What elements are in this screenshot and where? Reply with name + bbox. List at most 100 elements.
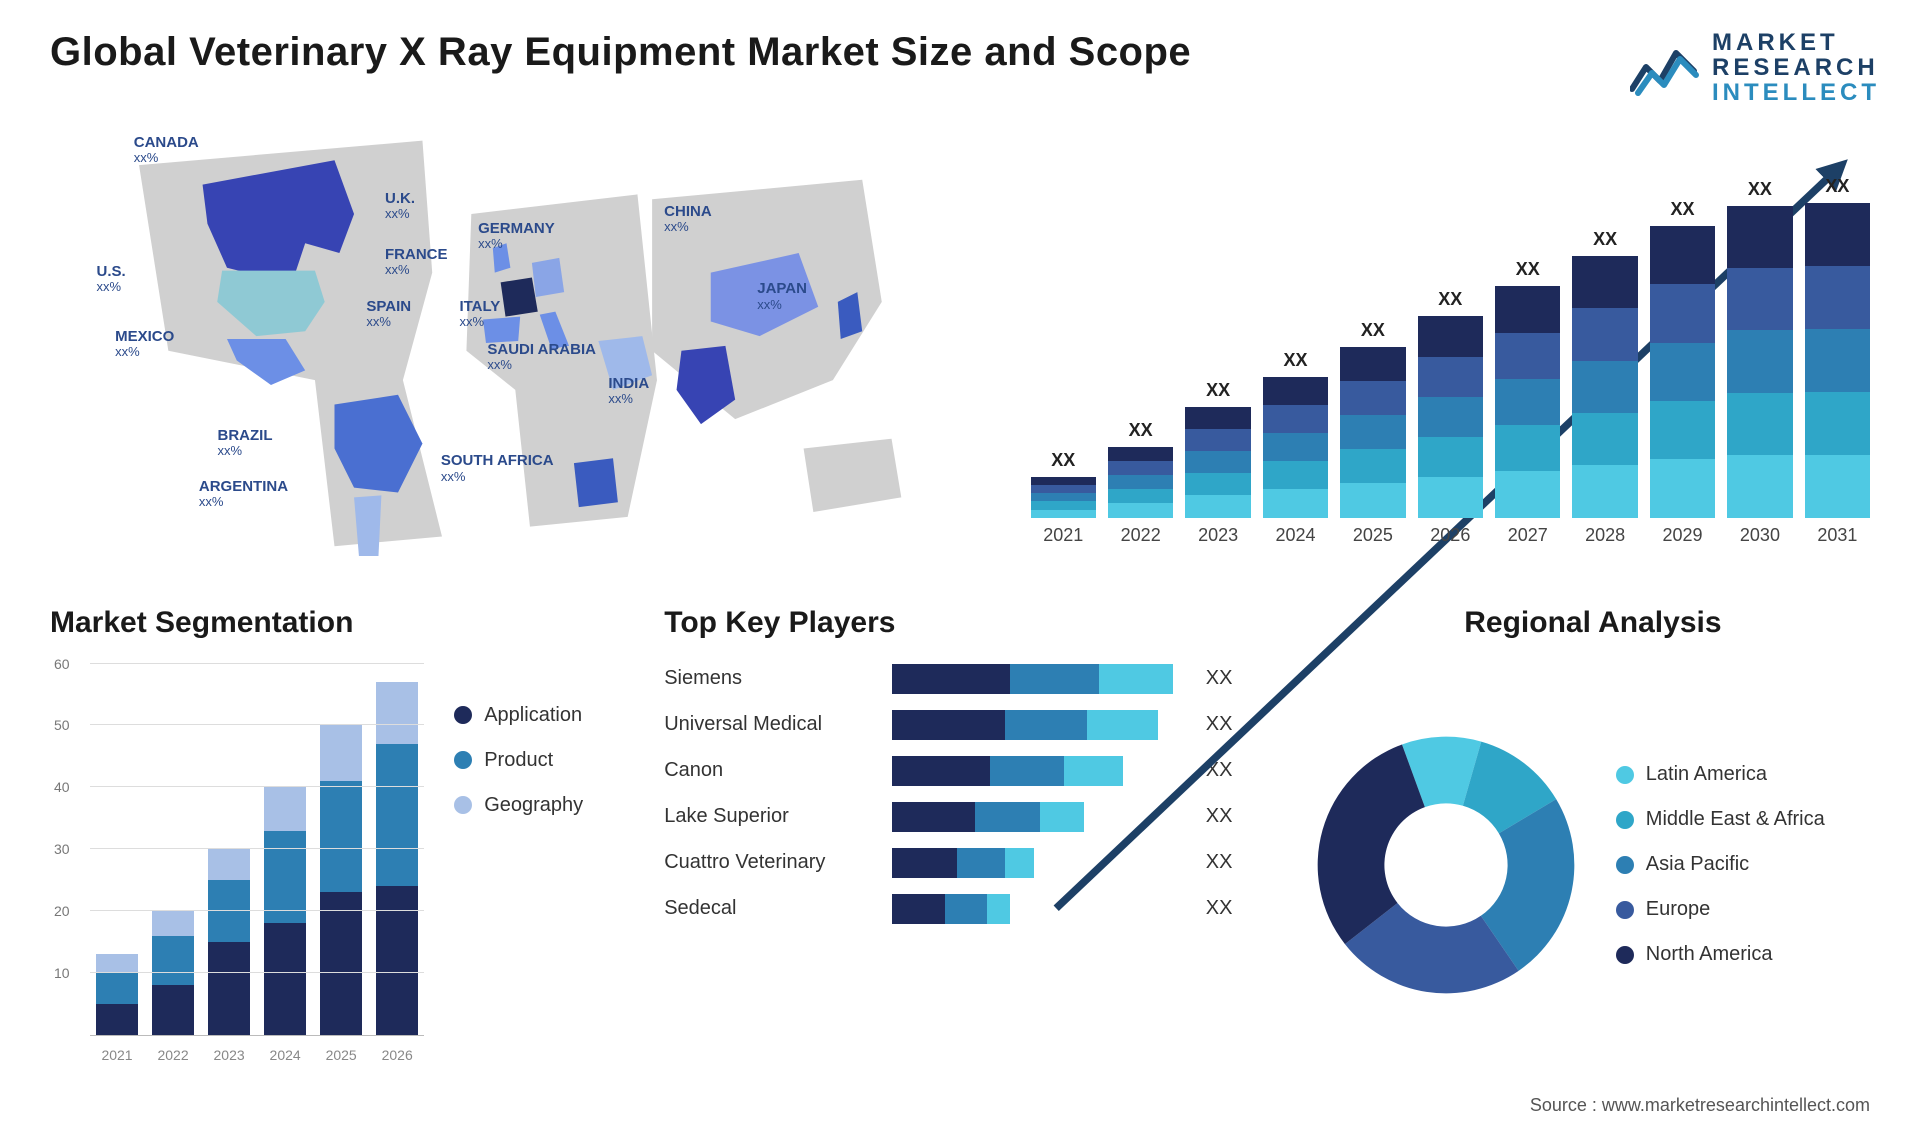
key-player-name: Cuattro Veterinary xyxy=(664,851,874,874)
logo-mark-icon xyxy=(1630,39,1700,97)
map-region-india xyxy=(677,345,736,423)
growth-bar: XX2028 xyxy=(1572,176,1637,518)
growth-bar-segment xyxy=(1495,286,1560,332)
bottom-row: Market Segmentation 20212022202320242025… xyxy=(50,606,1880,1066)
growth-bar-segment xyxy=(1031,493,1096,501)
key-player-value: XX xyxy=(1206,713,1256,736)
top-row: CANADAxx%U.S.xx%MEXICOxx%BRAZILxx%ARGENT… xyxy=(50,126,1880,556)
seg-bar-segment xyxy=(152,911,194,936)
legend-item: Product xyxy=(454,749,624,772)
legend-swatch-icon xyxy=(1616,946,1634,964)
growth-bar-segment xyxy=(1031,510,1096,518)
seg-x-label: 2022 xyxy=(152,1047,194,1063)
seg-bar-segment xyxy=(376,886,418,1034)
growth-x-label: 2022 xyxy=(1108,525,1173,546)
key-player-value: XX xyxy=(1206,667,1256,690)
seg-bar: 2025 xyxy=(320,664,362,1035)
growth-bar-segment xyxy=(1418,316,1483,356)
key-players-panel: Top Key Players SiemensXXUniversal Medic… xyxy=(664,606,1266,1066)
gridline: 40 xyxy=(90,786,424,787)
segmentation-chart: 202120222023202420252026 102030405060 xyxy=(50,664,424,1066)
growth-bar-segment xyxy=(1340,415,1405,449)
seg-bar: 2023 xyxy=(208,664,250,1035)
growth-bar-segment xyxy=(1572,413,1637,465)
growth-x-label: 2026 xyxy=(1418,525,1483,546)
growth-bar-value: XX xyxy=(1748,179,1772,200)
growth-bar-segment xyxy=(1185,473,1250,495)
growth-bar-segment xyxy=(1650,401,1715,459)
seg-bar: 2021 xyxy=(96,664,138,1035)
page: Global Veterinary X Ray Equipment Market… xyxy=(0,0,1920,1146)
growth-bar-segment xyxy=(1108,489,1173,503)
growth-bar-segment xyxy=(1495,333,1560,379)
seg-y-tick: 60 xyxy=(54,656,70,672)
growth-bar-segment xyxy=(1418,397,1483,437)
growth-bar-segment xyxy=(1263,489,1328,517)
seg-x-label: 2025 xyxy=(320,1047,362,1063)
growth-bar-segment xyxy=(1727,393,1792,455)
growth-bar-value: XX xyxy=(1283,350,1307,371)
growth-bar-segment xyxy=(1418,437,1483,477)
seg-bar-segment xyxy=(208,942,250,1035)
legend-label: Middle East & Africa xyxy=(1646,808,1825,831)
seg-bar-segment xyxy=(376,682,418,744)
map-label: MEXICOxx% xyxy=(115,328,174,360)
growth-x-label: 2031 xyxy=(1805,525,1870,546)
map-label: SAUDI ARABIAxx% xyxy=(487,341,596,373)
key-player-bar-segment xyxy=(1064,756,1123,786)
key-player-bar-segment xyxy=(1087,710,1158,740)
legend-item: Asia Pacific xyxy=(1616,853,1825,876)
segmentation-title: Market Segmentation xyxy=(50,606,624,640)
key-player-bar-segment xyxy=(1005,848,1035,878)
growth-x-label: 2024 xyxy=(1263,525,1328,546)
growth-bar-segment xyxy=(1572,465,1637,517)
legend-swatch-icon xyxy=(1616,901,1634,919)
key-player-bar-segment xyxy=(892,848,957,878)
gridline: 50 xyxy=(90,724,424,725)
key-player-bar-segment xyxy=(1040,802,1084,832)
key-player-bar xyxy=(892,664,1188,694)
legend-label: Geography xyxy=(484,794,583,817)
map-label: JAPANxx% xyxy=(757,280,807,312)
seg-bar: 2022 xyxy=(152,664,194,1035)
growth-bar-segment xyxy=(1495,425,1560,471)
key-player-bar-segment xyxy=(945,894,986,924)
growth-bar-segment xyxy=(1727,330,1792,392)
map-label: FRANCExx% xyxy=(385,246,448,278)
legend-swatch-icon xyxy=(454,706,472,724)
growth-bar-segment xyxy=(1805,455,1870,518)
key-player-name: Canon xyxy=(664,759,874,782)
growth-bar-segment xyxy=(1650,284,1715,342)
seg-bar-segment xyxy=(320,725,362,781)
key-player-value: XX xyxy=(1206,759,1256,782)
key-player-value: XX xyxy=(1206,897,1256,920)
seg-bar-segment xyxy=(152,936,194,985)
gridline: 30 xyxy=(90,848,424,849)
key-player-bar-segment xyxy=(892,710,1004,740)
growth-bar-segment xyxy=(1340,483,1405,517)
page-title: Global Veterinary X Ray Equipment Market… xyxy=(50,30,1191,75)
growth-bar-segment xyxy=(1418,357,1483,397)
key-player-bar-segment xyxy=(987,894,1011,924)
brand-logo: MARKET RESEARCH INTELLECT xyxy=(1630,30,1880,106)
source-attribution: Source : www.marketresearchintellect.com xyxy=(1530,1095,1870,1116)
regional-panel: Regional Analysis Latin AmericaMiddle Ea… xyxy=(1306,606,1880,1066)
map-region-france xyxy=(501,277,538,316)
logo-line-1: MARKET xyxy=(1712,30,1880,55)
growth-bar: XX2027 xyxy=(1495,176,1560,518)
growth-x-label: 2027 xyxy=(1495,525,1560,546)
seg-y-tick: 30 xyxy=(54,841,70,857)
key-player-bar-segment xyxy=(1010,664,1099,694)
growth-bar-segment xyxy=(1185,407,1250,429)
key-player-bar-segment xyxy=(892,664,1010,694)
gridline: 20 xyxy=(90,910,424,911)
growth-bar: XX2022 xyxy=(1108,176,1173,518)
key-player-name: Lake Superior xyxy=(664,805,874,828)
growth-bar-segment xyxy=(1031,501,1096,509)
map-label: BRAZILxx% xyxy=(218,427,273,459)
legend-swatch-icon xyxy=(454,751,472,769)
growth-bar-value: XX xyxy=(1516,259,1540,280)
segmentation-panel: Market Segmentation 20212022202320242025… xyxy=(50,606,624,1066)
growth-bar: XX2024 xyxy=(1263,176,1328,518)
key-player-bar-segment xyxy=(892,756,990,786)
